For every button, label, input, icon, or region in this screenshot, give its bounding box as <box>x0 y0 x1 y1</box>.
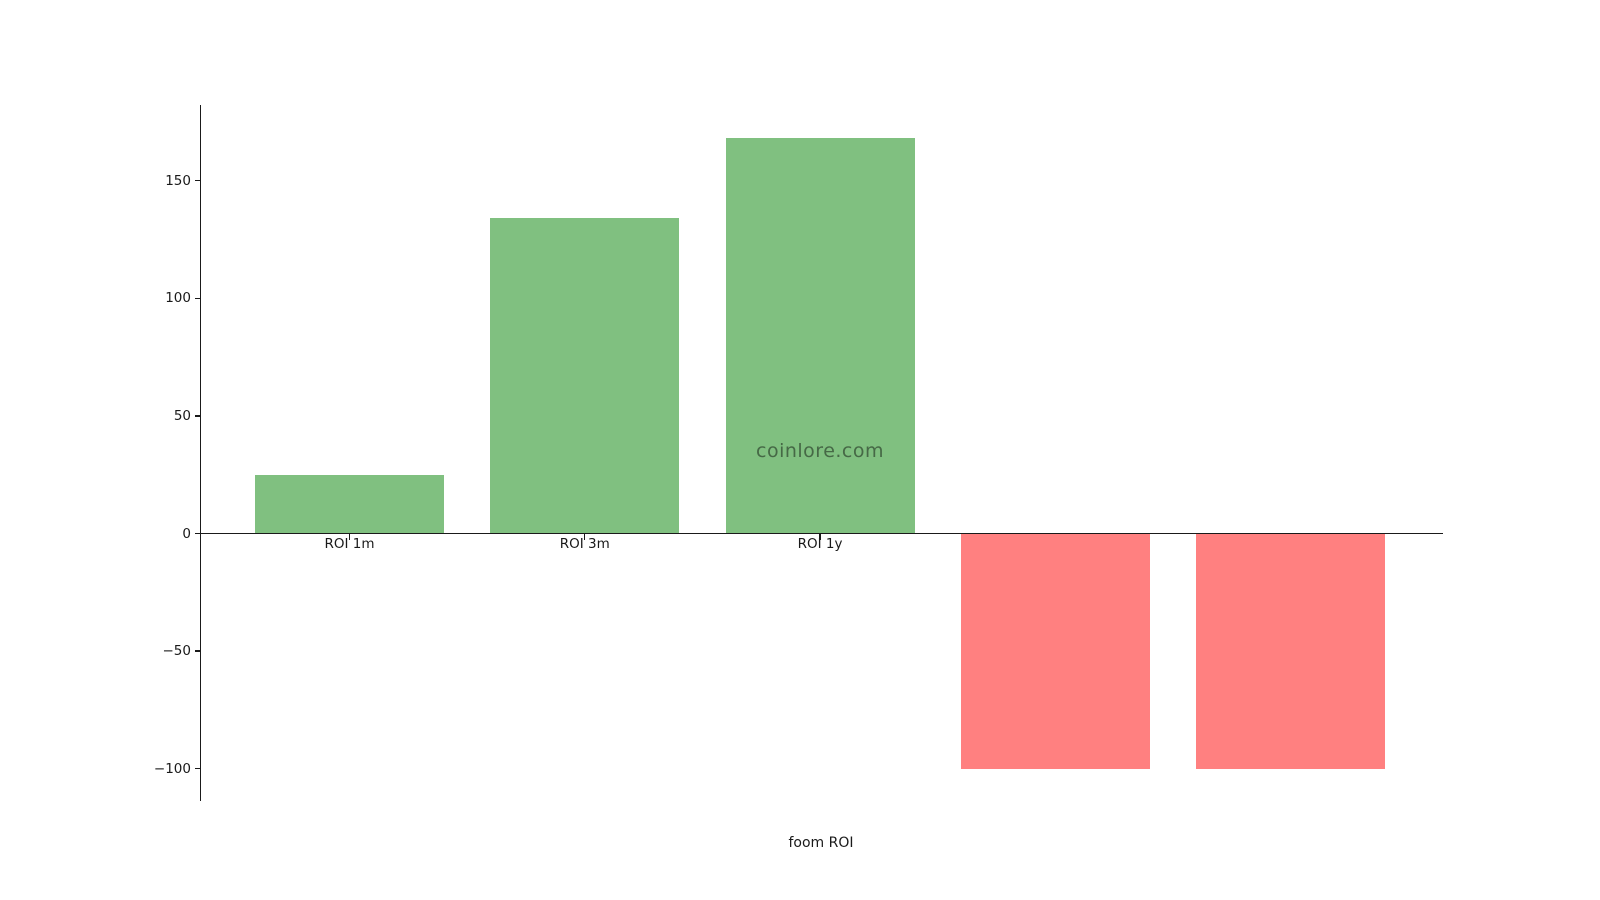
x-axis-label: foom ROI <box>788 835 854 851</box>
bar <box>960 533 1150 769</box>
y-tick-mark <box>194 650 201 652</box>
x-zero-baseline <box>199 532 1444 535</box>
bar <box>255 475 444 534</box>
x-tick-label: ROI 1m <box>324 535 375 552</box>
y-tick-mark <box>194 180 201 182</box>
x-tick-mark <box>348 533 351 540</box>
y-tick-label: −100 <box>153 760 191 777</box>
bar <box>1196 533 1386 769</box>
watermark-text: coinlore.com <box>756 440 884 462</box>
y-tick-label: −50 <box>162 643 192 660</box>
y-tick-mark <box>194 532 201 535</box>
bar <box>725 138 915 534</box>
y-tick-label: 50 <box>173 407 191 424</box>
x-tick-label: ROI 3m <box>559 535 610 552</box>
x-tick-label: ROI 1y <box>797 535 843 552</box>
y-tick-label: 150 <box>165 172 191 189</box>
y-tick-mark <box>194 768 201 770</box>
y-tick-mark <box>194 415 201 417</box>
x-tick-mark <box>819 533 821 540</box>
y-tick-label: 0 <box>182 525 191 542</box>
x-tick-mark <box>584 533 586 540</box>
y-axis-spine <box>199 105 202 801</box>
y-tick-mark <box>194 297 201 299</box>
y-tick-label: 100 <box>165 290 191 307</box>
bar <box>490 218 680 534</box>
